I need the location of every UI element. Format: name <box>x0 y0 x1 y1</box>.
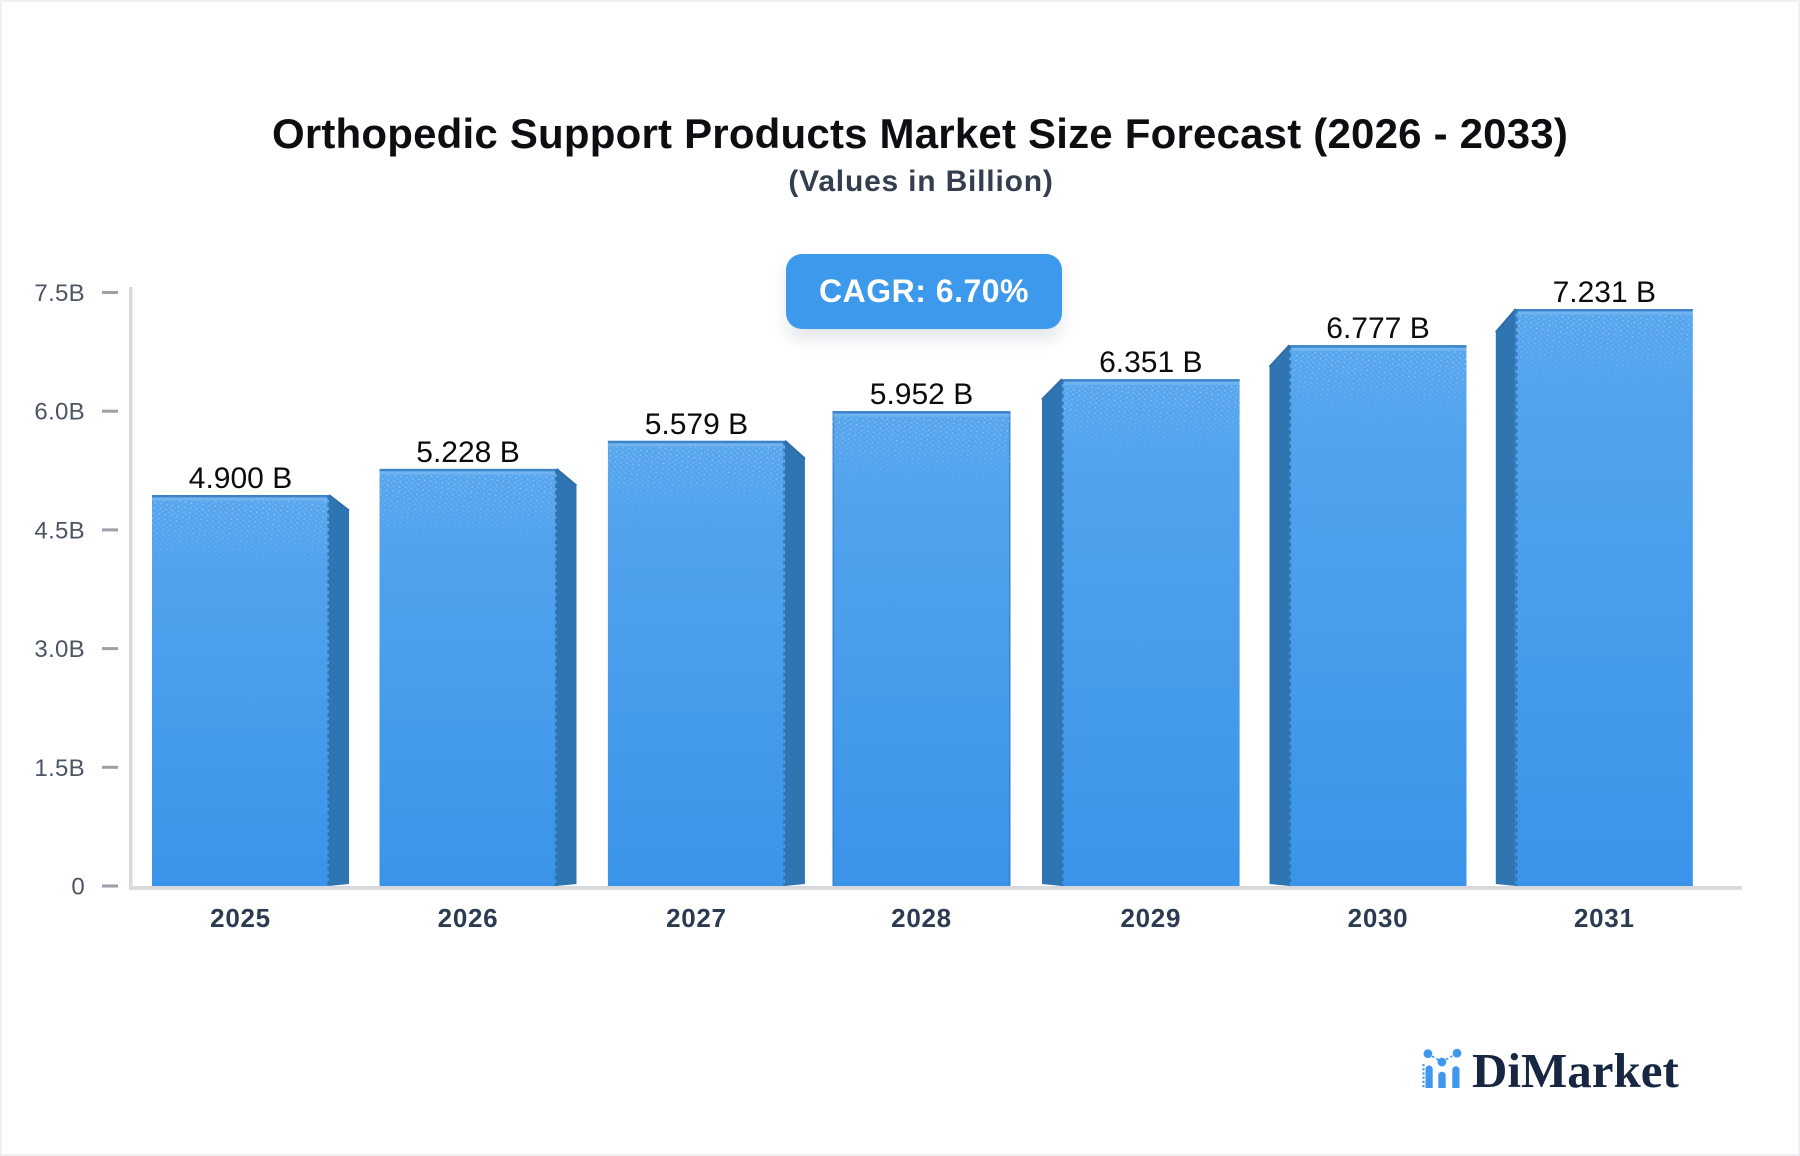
svg-text:6.777 B: 6.777 B <box>1326 312 1429 345</box>
svg-text:1.5B: 1.5B <box>34 755 85 782</box>
svg-text:2030: 2030 <box>1348 903 1409 933</box>
svg-text:2028: 2028 <box>891 903 952 933</box>
svg-text:6.0B: 6.0B <box>34 399 85 426</box>
svg-text:4.900 B: 4.900 B <box>189 462 292 495</box>
svg-text:2031: 2031 <box>1574 903 1635 933</box>
svg-text:0: 0 <box>71 874 85 901</box>
svg-text:5.579 B: 5.579 B <box>645 408 748 441</box>
svg-text:2025: 2025 <box>210 903 271 933</box>
svg-text:5.952 B: 5.952 B <box>870 378 973 411</box>
svg-text:7.231 B: 7.231 B <box>1553 276 1656 309</box>
svg-text:5.228 B: 5.228 B <box>416 436 519 469</box>
svg-text:2026: 2026 <box>438 903 499 933</box>
svg-text:2027: 2027 <box>666 903 727 933</box>
svg-text:4.5B: 4.5B <box>34 517 85 544</box>
svg-text:DiMarket: DiMarket <box>1472 1043 1679 1098</box>
svg-text:7.5B: 7.5B <box>34 280 85 307</box>
svg-text:6.351 B: 6.351 B <box>1099 346 1202 379</box>
svg-text:2029: 2029 <box>1120 903 1181 933</box>
svg-text:3.0B: 3.0B <box>34 636 85 663</box>
